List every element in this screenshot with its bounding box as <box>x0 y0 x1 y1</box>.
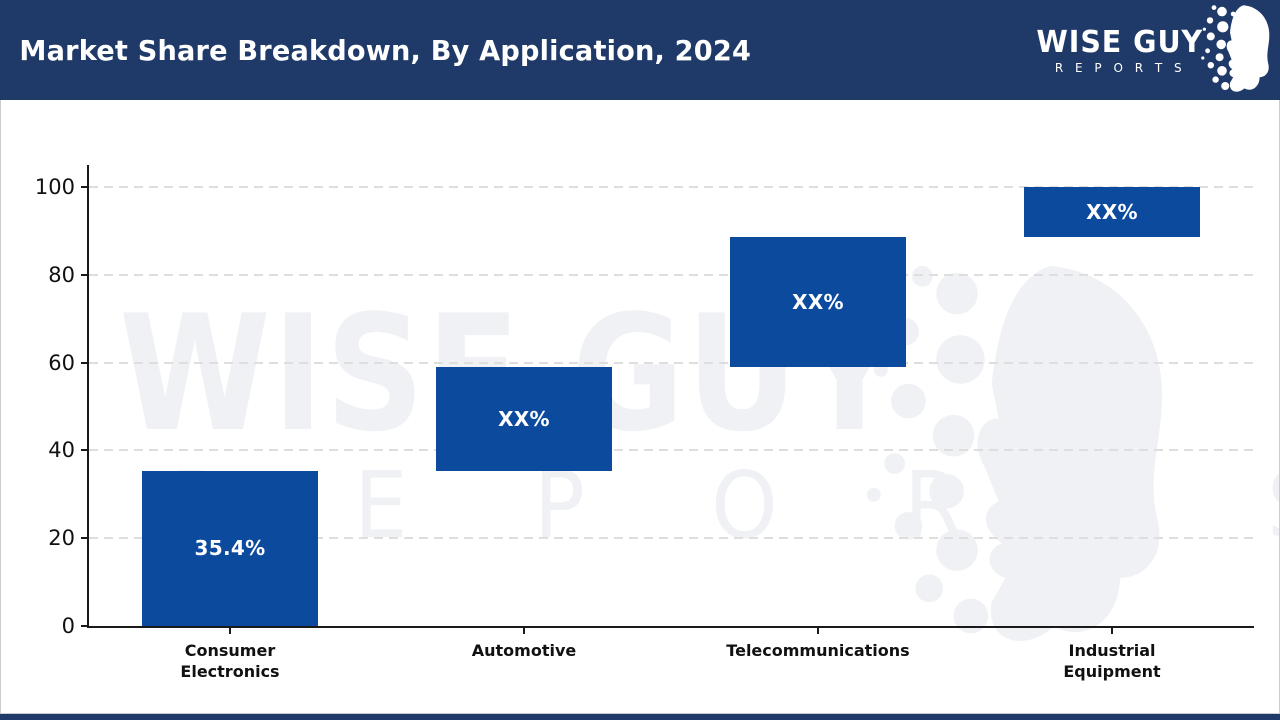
category-label-line: Telecommunications <box>726 641 910 660</box>
logo-subtext: R E P O R T S <box>1054 61 1186 75</box>
y-tick-label: 20 <box>48 526 75 551</box>
y-tick-label: 0 <box>61 614 75 638</box>
gridline <box>89 361 1254 364</box>
waterfall-bar: XX% <box>730 237 906 367</box>
y-tick-mark <box>81 537 89 540</box>
header-bar: Market Share Breakdown, By Application, … <box>0 0 1280 100</box>
bar-value-label: XX% <box>1086 200 1138 225</box>
x-tick-mark <box>1111 627 1113 634</box>
y-tick-label: 60 <box>48 350 75 375</box>
category-label-line: Consumer <box>184 641 276 660</box>
bar-value-label: XX% <box>498 406 550 431</box>
logo-head-icon <box>1201 5 1270 92</box>
category-label-line: Equipment <box>1063 662 1161 681</box>
category-label: Automotive <box>404 640 644 661</box>
watermark-subtext: R E P O R T S <box>169 452 1280 559</box>
gridline <box>89 537 1254 540</box>
y-tick-mark <box>81 449 89 452</box>
category-label: Consumer Electronics <box>110 640 350 682</box>
y-axis-line <box>87 165 89 628</box>
y-tick-mark <box>81 273 89 276</box>
category-label: Industrial Equipment <box>992 640 1232 682</box>
gridline <box>89 273 1254 276</box>
waterfall-bar: XX% <box>436 366 612 471</box>
gridline <box>89 186 1254 188</box>
category-label-line: Automotive <box>471 641 577 660</box>
x-axis-line <box>87 626 1254 628</box>
y-tick-mark <box>81 186 89 188</box>
gridline <box>89 449 1254 452</box>
category-label-line: Electronics <box>180 662 280 681</box>
y-tick-mark <box>81 361 89 364</box>
x-tick-mark <box>817 627 819 634</box>
y-tick-mark <box>81 625 89 627</box>
logo-text: WISE GUY R E P O R T S <box>1032 25 1208 75</box>
category-label: Telecommunications <box>698 640 938 661</box>
chart-title: Market Share Breakdown, By Application, … <box>19 33 752 67</box>
logo-wordmark: WISE GUY <box>1036 25 1204 60</box>
y-tick-label: 100 <box>34 175 75 199</box>
waterfall-bar: XX% <box>1024 187 1200 238</box>
x-tick-mark <box>229 627 231 634</box>
category-label-line: Industrial <box>1068 641 1156 660</box>
bar-value-label: 35.4% <box>194 536 266 561</box>
y-tick-label: 80 <box>48 262 75 287</box>
y-tick-label: 40 <box>48 438 75 463</box>
bar-value-label: XX% <box>792 290 844 314</box>
footer-bar <box>0 714 1280 720</box>
wise-guy-logo: WISE GUY R E P O R T S <box>1032 0 1272 100</box>
waterfall-bar: 35.4% <box>142 470 318 626</box>
chart-area: WISE GUY R E P O R T S 0 20 40 60 80 100 35.4%… <box>0 100 1280 714</box>
x-tick-mark <box>523 627 525 634</box>
